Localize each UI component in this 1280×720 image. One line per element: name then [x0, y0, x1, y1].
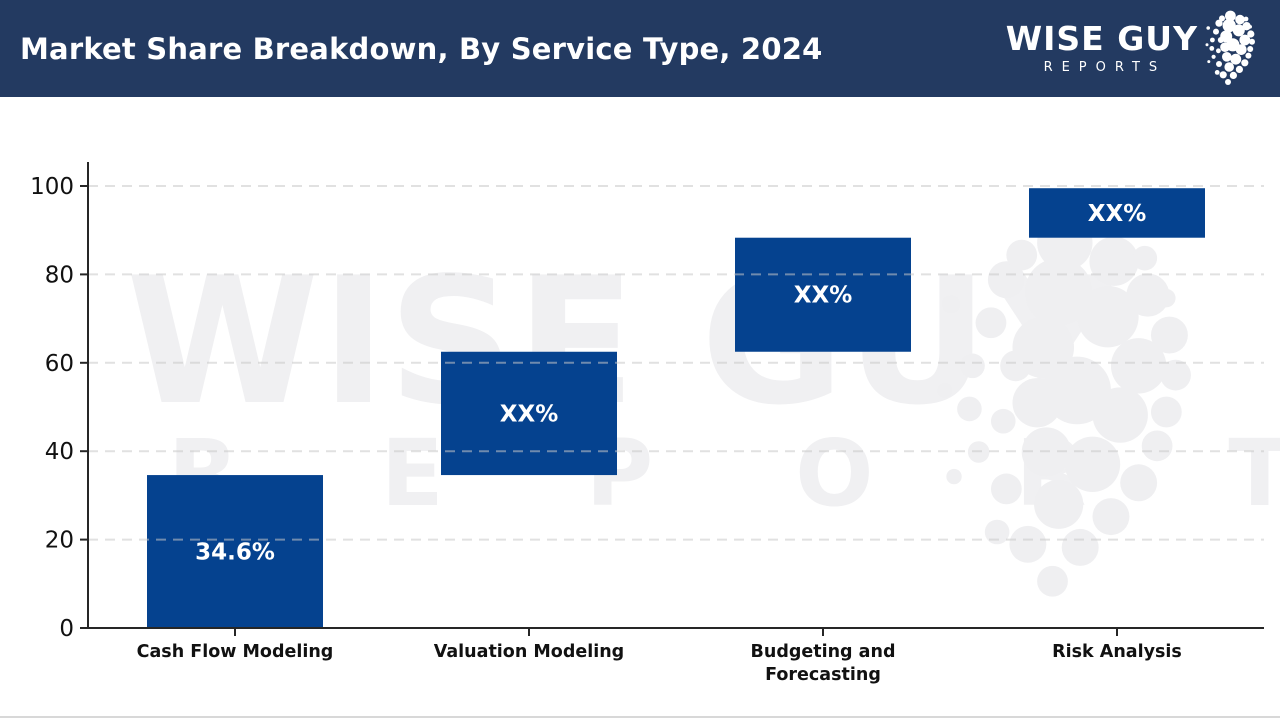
brand-logo: WISE GUY REPORTS — [1006, 10, 1264, 88]
x-tick-label: Forecasting — [765, 665, 881, 685]
bar-segment — [735, 237, 911, 352]
bar-value-label: XX% — [1088, 201, 1147, 227]
y-tick-label: 60 — [45, 351, 74, 377]
y-tick-label: 80 — [45, 262, 74, 288]
x-tick-label: Budgeting and — [751, 642, 896, 662]
x-tick-label: Valuation Modeling — [434, 642, 624, 662]
x-tick-label: Cash Flow Modeling — [137, 642, 334, 662]
y-tick-label: 0 — [59, 616, 74, 642]
logo-subtitle: REPORTS — [1043, 60, 1167, 75]
y-tick-label: 40 — [45, 439, 74, 465]
bar-value-label: 34.6% — [195, 540, 275, 566]
x-tick-label: Risk Analysis — [1052, 642, 1182, 662]
logo-head-icon — [1205, 10, 1255, 85]
bar-segment — [441, 351, 617, 476]
bar-value-label: XX% — [794, 283, 853, 309]
logo-wordmark: WISE GUY — [1005, 19, 1198, 58]
bar-segment — [147, 475, 323, 628]
y-tick-label: 100 — [30, 174, 74, 200]
y-tick-label: 20 — [45, 528, 74, 554]
page-title: Market Share Breakdown, By Service Type,… — [20, 31, 823, 66]
bar-value-label: XX% — [500, 401, 559, 427]
logo-text: WISE GUY REPORTS — [1006, 22, 1198, 75]
bottom-divider — [0, 716, 1280, 718]
header: Market Share Breakdown, By Service Type,… — [0, 0, 1280, 97]
